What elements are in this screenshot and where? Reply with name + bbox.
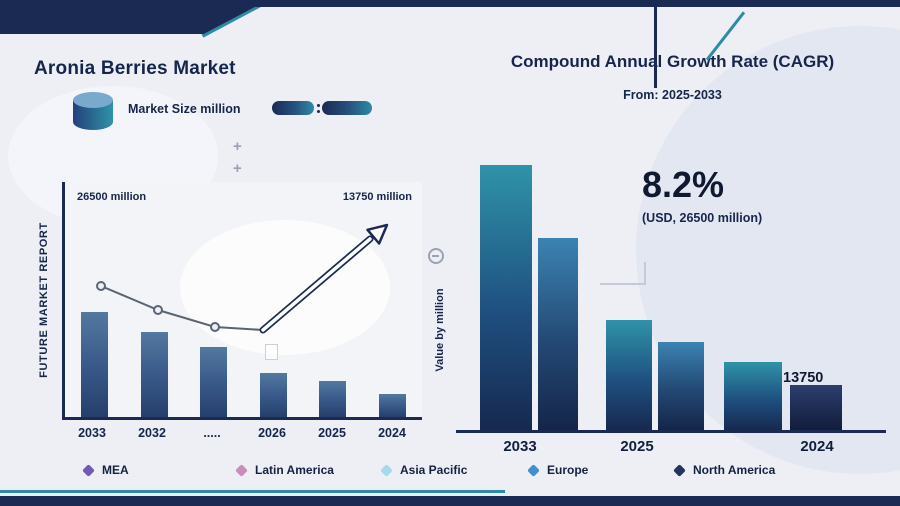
left-chart-xlabel: 2024 (378, 426, 406, 440)
right-chart-x-axis (456, 430, 886, 433)
legend-item-mea: MEA (82, 463, 129, 477)
right-chart-bar-2033-value-high (480, 165, 532, 430)
left-chart-bar-2024 (378, 394, 406, 417)
left-chart-y-axis-label: FUTURE MARKET REPORT (38, 222, 50, 378)
left-chart-max-value: 26500 million (77, 191, 147, 203)
right-chart-bar-2033-value-low (538, 238, 578, 430)
left-chart-xlabel: 2032 (138, 426, 166, 440)
left-chart-panel: 26500 million 13750 million (62, 182, 422, 420)
right-chart-bar-2025-value-low (658, 342, 704, 430)
top-border (0, 0, 900, 7)
trend-arrow-overlay (96, 223, 389, 334)
left-bar-cell (126, 332, 182, 417)
legend-diamond-icon (673, 463, 686, 477)
cagr-title: Compound Annual Growth Rate (CAGR) (510, 52, 835, 71)
legend-label-asia-pacific: Asia Pacific (400, 463, 468, 477)
right-chart-bar-2025-value-high (606, 320, 652, 430)
right-bar-group-2025 (606, 320, 704, 430)
left-chart-xlabel: 2033 (78, 426, 106, 440)
legend-label-europe: Europe (547, 463, 589, 477)
left-bar-cell (186, 347, 242, 417)
right-chart-xlabels: 2033 2025 2024 (0, 438, 900, 460)
legend-item-north-america: North America (673, 463, 776, 477)
right-bar-group-2024 (724, 362, 842, 430)
document-icon (265, 344, 278, 360)
right-chart-xlabel-2024: 2024 (800, 438, 834, 455)
right-chart-xlabel-2033: 2033 (503, 438, 537, 455)
step-line-icon (600, 283, 644, 285)
pill-separator-dot (317, 104, 320, 107)
gradient-pill-icon (322, 101, 372, 115)
legend-item-europe: Europe (527, 463, 589, 477)
right-chart-bar-2024-value-high (724, 362, 782, 430)
cagr-value: 8.2% (642, 164, 725, 205)
legend-item-latin-america: Latin America (235, 463, 334, 477)
gradient-pill-icon (272, 101, 314, 115)
left-bar-cell (305, 381, 361, 417)
bottom-border (0, 496, 900, 506)
legend-diamond-icon (82, 463, 95, 477)
right-chart-bars (460, 165, 884, 430)
right-chart-bar-2024-value-low (790, 385, 842, 430)
left-chart-bar-2033 (81, 312, 109, 417)
legend-diamond-icon (235, 463, 248, 477)
legend-diamond-icon (527, 463, 540, 477)
left-bar-cell (67, 312, 123, 417)
plus-icon: + (233, 138, 242, 155)
left-chart-xlabels: 2033 2032..... 2026 2025 2024 (62, 426, 422, 440)
legend-label-north-america: North America (693, 463, 776, 477)
left-bar-cell (364, 394, 420, 417)
database-cylinder-icon (64, 90, 122, 139)
left-chart-xlabel: 2025 (318, 426, 346, 440)
divider-line (654, 0, 657, 88)
left-bar-cell (245, 373, 301, 417)
right-chart-xlabel-2025: 2025 (620, 438, 654, 455)
plus-icon: + (233, 160, 242, 177)
legend-label-latin-america: Latin America (255, 463, 334, 477)
left-chart-bar-..... (200, 347, 228, 417)
page-title: Aronia Berries Market (34, 58, 236, 79)
left-chart-xlabel: 2026 (258, 426, 286, 440)
bar-value-annotation: 13750 (783, 370, 824, 386)
pill-separator-dot (317, 110, 320, 113)
bottom-teal-accent (0, 490, 505, 493)
left-chart-bars (65, 182, 422, 417)
left-chart-xlabel: ..... (203, 426, 221, 440)
left-chart-bar-2032 (140, 332, 168, 417)
right-chart-y-axis-label: Value by million (434, 288, 446, 372)
region-legend: MEA Latin America Asia Pacific Europe North … (0, 463, 900, 487)
market-size-legend-label: Market Size million (128, 102, 241, 116)
left-chart-bar-2026 (259, 373, 287, 417)
legend-item-asia-pacific: Asia Pacific (380, 463, 468, 477)
left-chart-bar-2025 (319, 381, 347, 417)
legend-label-mea: MEA (102, 463, 129, 477)
circle-minus-icon (428, 248, 444, 264)
corner-accent (0, 0, 268, 34)
step-line-icon (644, 262, 646, 285)
legend-diamond-icon (380, 463, 393, 477)
right-bar-group-2033 (480, 165, 578, 430)
cagr-subtitle: From: 2025-2033 (623, 88, 722, 102)
left-chart-target-value: 13750 million (342, 191, 412, 203)
panel-highlight-blob (180, 220, 390, 355)
cagr-detail: (USD, 26500 million) (642, 211, 763, 225)
